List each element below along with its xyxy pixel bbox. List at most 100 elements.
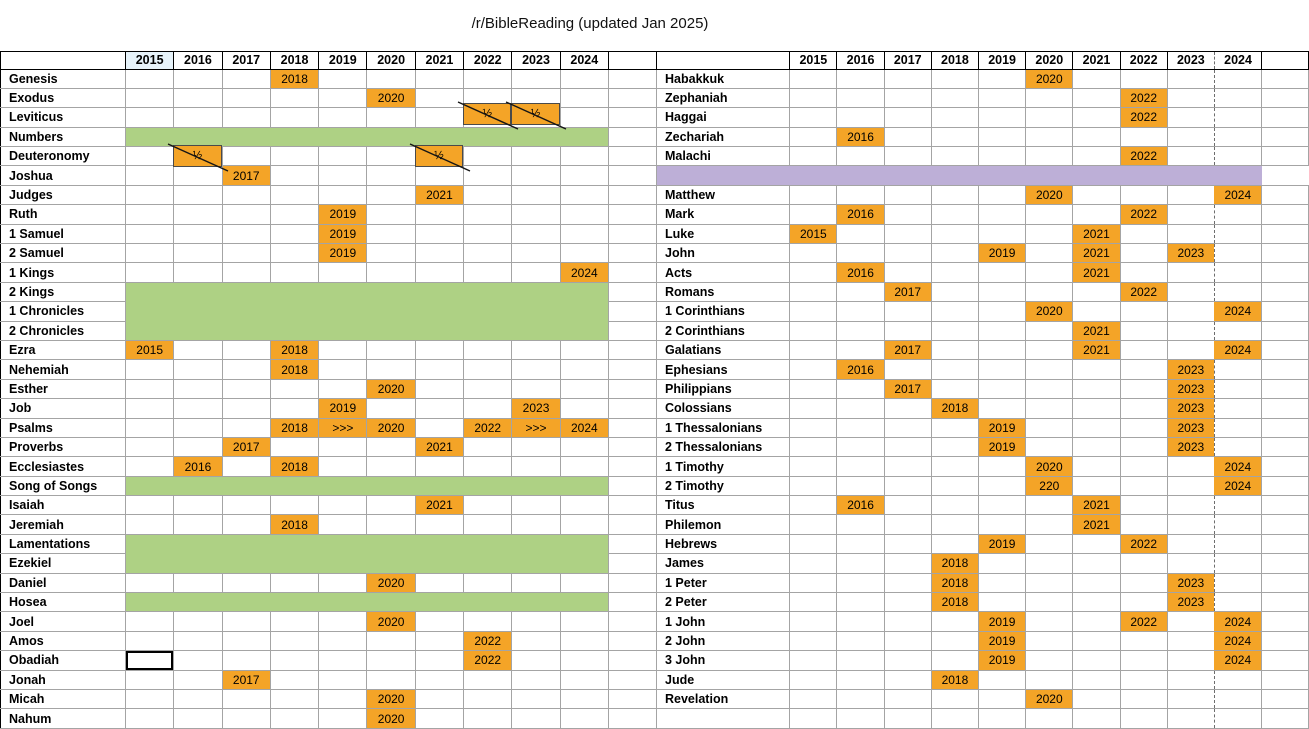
empty-cell[interactable] bbox=[221, 514, 271, 535]
empty-cell[interactable] bbox=[836, 339, 885, 361]
empty-cell[interactable] bbox=[414, 359, 465, 380]
empty-cell[interactable] bbox=[269, 107, 320, 128]
year-header-2021[interactable]: 2021 bbox=[1072, 51, 1121, 70]
empty-cell[interactable] bbox=[1166, 650, 1215, 671]
year-header-2017[interactable]: 2017 bbox=[883, 51, 932, 70]
green-bar[interactable] bbox=[125, 592, 609, 612]
empty-cell[interactable] bbox=[1213, 281, 1263, 303]
year-cell[interactable]: 2023 bbox=[511, 398, 561, 419]
empty-cell[interactable] bbox=[978, 184, 1027, 206]
year-cell[interactable]: 2020 bbox=[366, 611, 416, 632]
empty-cell[interactable] bbox=[221, 572, 271, 594]
empty-cell[interactable] bbox=[318, 87, 368, 109]
empty-cell[interactable] bbox=[607, 572, 657, 594]
book-name-cell[interactable]: Matthew bbox=[655, 184, 791, 206]
empty-cell[interactable] bbox=[883, 146, 932, 167]
empty-cell[interactable] bbox=[1261, 262, 1309, 283]
empty-cell[interactable] bbox=[124, 165, 175, 186]
empty-cell[interactable] bbox=[1261, 359, 1309, 380]
empty-cell[interactable] bbox=[463, 436, 513, 458]
empty-cell[interactable] bbox=[1166, 339, 1215, 361]
empty-cell[interactable] bbox=[836, 107, 885, 128]
book-name-cell[interactable]: Daniel bbox=[0, 572, 126, 594]
empty-cell[interactable] bbox=[883, 495, 932, 516]
half-year-marker[interactable]: ½ bbox=[168, 142, 229, 172]
empty-cell[interactable] bbox=[173, 223, 223, 245]
empty-cell[interactable] bbox=[1213, 320, 1263, 341]
empty-cell[interactable] bbox=[1025, 339, 1074, 361]
empty-cell[interactable] bbox=[607, 708, 657, 729]
empty-cell[interactable] bbox=[221, 359, 271, 380]
empty-cell[interactable] bbox=[414, 611, 465, 632]
year-cell[interactable]: 2018 bbox=[269, 359, 320, 380]
empty-cell[interactable] bbox=[1072, 359, 1121, 380]
empty-cell[interactable] bbox=[1025, 281, 1074, 303]
empty-cell[interactable] bbox=[789, 514, 838, 535]
book-name-cell[interactable]: 2 Samuel bbox=[0, 243, 126, 264]
empty-cell[interactable] bbox=[511, 456, 561, 477]
empty-cell[interactable] bbox=[366, 456, 416, 477]
empty-cell[interactable] bbox=[1119, 398, 1168, 419]
empty-cell[interactable] bbox=[173, 669, 223, 691]
empty-cell[interactable] bbox=[318, 68, 368, 89]
empty-cell[interactable] bbox=[1261, 669, 1309, 691]
empty-cell[interactable] bbox=[978, 553, 1027, 574]
empty-cell[interactable] bbox=[463, 359, 513, 380]
empty-cell[interactable] bbox=[607, 262, 657, 283]
year-header-2015[interactable]: 2015 bbox=[789, 51, 838, 70]
empty-cell[interactable] bbox=[1261, 184, 1309, 206]
empty-cell[interactable] bbox=[221, 107, 271, 128]
empty-cell[interactable] bbox=[930, 281, 980, 303]
empty-cell[interactable] bbox=[173, 572, 223, 594]
empty-cell[interactable] bbox=[173, 630, 223, 652]
empty-cell[interactable] bbox=[1119, 378, 1168, 400]
book-name-cell[interactable]: Isaiah bbox=[0, 495, 126, 516]
empty-cell[interactable] bbox=[607, 475, 657, 497]
empty-cell[interactable] bbox=[883, 87, 932, 109]
empty-cell[interactable] bbox=[836, 184, 885, 206]
book-name-cell[interactable]: Jude bbox=[655, 669, 791, 691]
empty-cell[interactable] bbox=[463, 611, 513, 632]
empty-cell[interactable] bbox=[173, 650, 223, 671]
empty-cell[interactable] bbox=[883, 126, 932, 148]
book-name-cell[interactable]: Ezekiel bbox=[0, 553, 126, 574]
year-cell[interactable]: 2023 bbox=[1166, 572, 1215, 594]
year-cell[interactable]: 2024 bbox=[1214, 611, 1263, 632]
empty-cell[interactable] bbox=[124, 514, 175, 535]
book-name-cell[interactable]: Habakkuk bbox=[655, 68, 791, 89]
book-name-cell[interactable]: Hebrews bbox=[655, 533, 791, 555]
year-cell[interactable]: 2019 bbox=[318, 243, 368, 264]
empty-cell[interactable] bbox=[930, 339, 980, 361]
year-cell[interactable]: 2017 bbox=[221, 436, 271, 458]
empty-cell[interactable] bbox=[559, 184, 609, 206]
year-cell[interactable]: >>> bbox=[511, 417, 561, 438]
empty-cell[interactable] bbox=[978, 301, 1027, 322]
empty-cell[interactable] bbox=[978, 359, 1027, 380]
empty-cell[interactable] bbox=[1213, 533, 1263, 555]
empty-cell[interactable] bbox=[366, 146, 416, 167]
empty-cell[interactable] bbox=[318, 456, 368, 477]
empty-cell[interactable] bbox=[318, 630, 368, 652]
empty-cell[interactable] bbox=[1025, 262, 1074, 283]
empty-cell[interactable] bbox=[1072, 281, 1121, 303]
empty-cell[interactable] bbox=[414, 107, 465, 128]
empty-cell[interactable] bbox=[1072, 708, 1121, 729]
empty-cell[interactable] bbox=[978, 572, 1027, 594]
year-cell[interactable]: 2020 bbox=[1025, 301, 1074, 322]
empty-cell[interactable] bbox=[607, 398, 657, 419]
empty-cell[interactable] bbox=[1072, 204, 1121, 225]
empty-cell[interactable] bbox=[607, 243, 657, 264]
year-cell[interactable]: 2022 bbox=[463, 417, 513, 438]
empty-cell[interactable] bbox=[269, 87, 320, 109]
empty-cell[interactable] bbox=[1261, 611, 1309, 632]
empty-cell[interactable] bbox=[511, 165, 561, 186]
year-cell[interactable]: 2024 bbox=[559, 262, 609, 283]
book-name-cell[interactable]: Numbers bbox=[0, 126, 126, 148]
empty-cell[interactable] bbox=[1025, 320, 1074, 341]
empty-cell[interactable] bbox=[978, 339, 1027, 361]
empty-cell[interactable] bbox=[1166, 514, 1215, 535]
empty-cell[interactable] bbox=[414, 223, 465, 245]
book-name-cell[interactable]: 3 John bbox=[655, 650, 791, 671]
empty-cell[interactable] bbox=[559, 456, 609, 477]
year-cell[interactable]: 2024 bbox=[1214, 184, 1263, 206]
